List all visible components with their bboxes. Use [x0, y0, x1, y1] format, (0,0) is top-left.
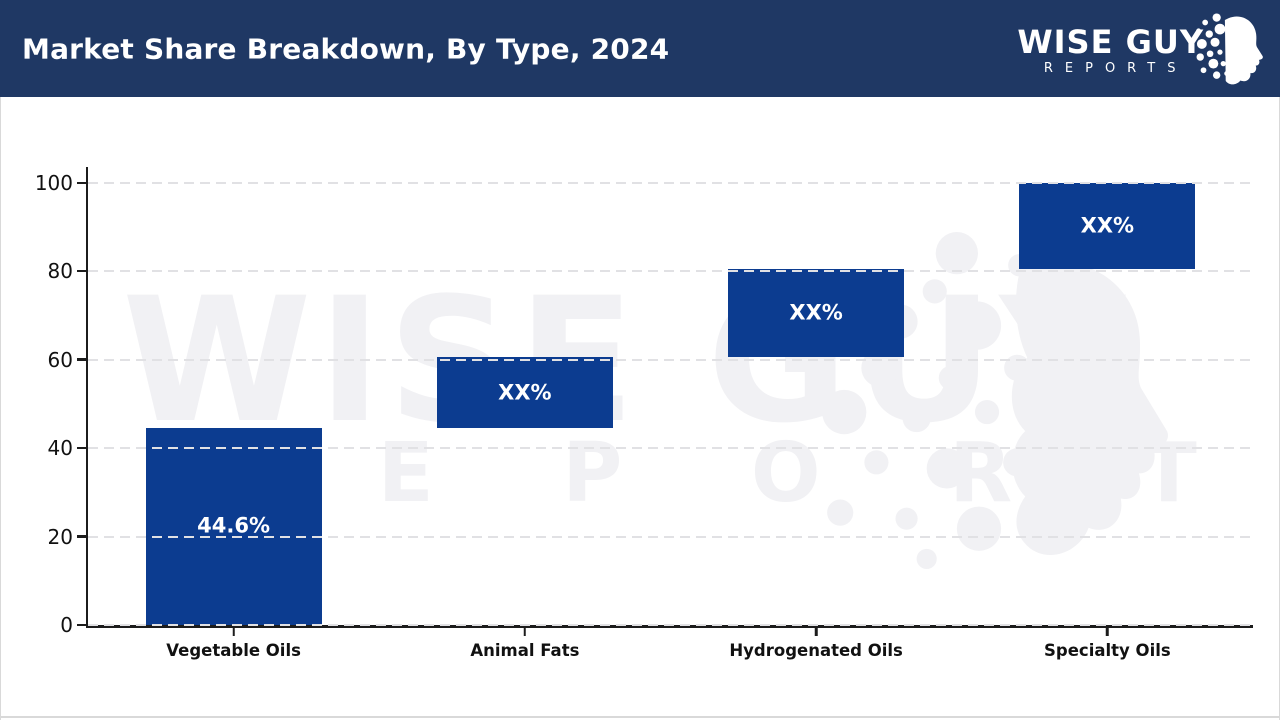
y-tick-mark	[76, 269, 86, 273]
y-tick-mark	[76, 535, 86, 538]
logo-head-icon	[1196, 13, 1263, 85]
y-tick-mark	[76, 446, 86, 450]
gridline-60	[88, 358, 1253, 361]
bar-value-label: XX%	[1080, 213, 1135, 238]
bar-value-label: XX%	[498, 380, 552, 405]
page-bottom-rule	[0, 716, 1280, 718]
gridline-80	[88, 270, 1253, 273]
y-tick-label: 80	[47, 259, 73, 284]
header-bar: Market Share Breakdown, By Type, 2024 WI…	[0, 0, 1280, 97]
y-tick-label: 100	[34, 171, 73, 195]
bar-hydrogenated-oils: XX%	[728, 268, 905, 358]
y-tick-label: 40	[47, 436, 73, 461]
x-axis-line	[85, 625, 1253, 628]
y-tick-label: 60	[47, 347, 73, 372]
x-category-label: Animal Fats	[470, 641, 580, 660]
bar-value-label: 44.6%	[197, 513, 271, 538]
x-category-label: Vegetable Oils	[166, 641, 301, 660]
wiseguy-logo: WISE GUY REPORTS	[1017, 6, 1266, 88]
x-tick-mark	[232, 627, 235, 636]
logo-subtitle: REPORTS	[1043, 60, 1188, 76]
bar-specialty-oils: XX%	[1019, 183, 1196, 269]
y-axis-spine	[85, 167, 88, 628]
bar-value-label: XX%	[789, 300, 843, 325]
x-tick-mark	[1106, 627, 1109, 636]
x-category-label: Specialty Oils	[1044, 641, 1171, 660]
x-category-label: Hydrogenated Oils	[729, 641, 903, 660]
y-tick-mark	[76, 623, 86, 626]
y-tick-label: 0	[60, 613, 73, 637]
bar-vegetable-oils: 44.6%	[145, 427, 322, 625]
y-tick-label: 20	[47, 524, 73, 549]
y-tick-mark	[76, 358, 86, 361]
page-title: Market Share Breakdown, By Type, 2024	[22, 32, 670, 65]
bar-animal-fats: XX%	[436, 357, 613, 428]
logo-wordmark: WISE GUY	[1017, 22, 1204, 61]
x-tick-mark	[523, 627, 527, 636]
waterfall-chart: 0 20 40 60 80 100 44.6% Vegetable Oils XX% Animal…	[35, 167, 1253, 660]
logo-text: WISE GUY REPORTS	[1017, 26, 1204, 75]
y-tick-mark	[76, 181, 86, 184]
x-tick-mark	[814, 627, 818, 636]
